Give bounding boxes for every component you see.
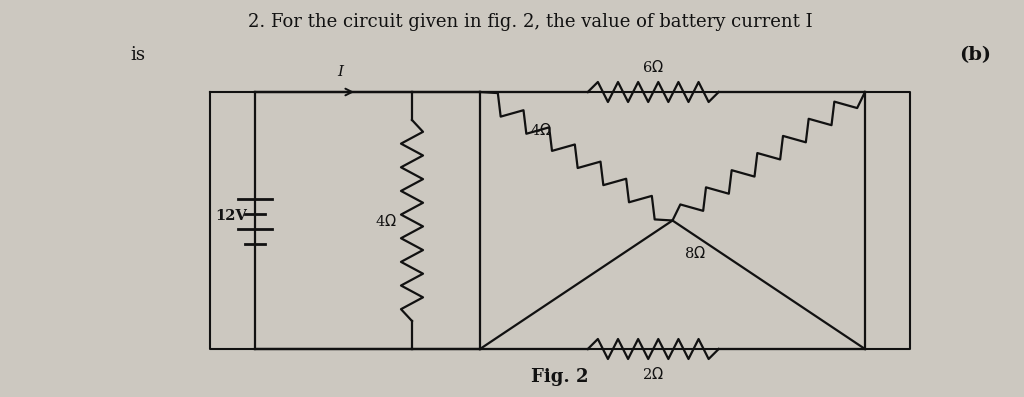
Text: 8$\Omega$: 8$\Omega$: [684, 245, 707, 260]
Text: 12V: 12V: [215, 208, 247, 222]
Text: 6$\Omega$: 6$\Omega$: [642, 59, 665, 75]
Text: 2$\Omega$: 2$\Omega$: [642, 366, 665, 382]
Text: Fig. 2: Fig. 2: [531, 368, 589, 386]
Text: I: I: [337, 65, 343, 79]
Text: (b): (b): [959, 46, 991, 64]
Text: 4$\Omega$: 4$\Omega$: [530, 122, 552, 138]
Text: 2. For the circuit given in fig. 2, the value of battery current I: 2. For the circuit given in fig. 2, the …: [248, 13, 812, 31]
Text: is: is: [130, 46, 145, 64]
Text: 4$\Omega$: 4$\Omega$: [375, 212, 397, 229]
